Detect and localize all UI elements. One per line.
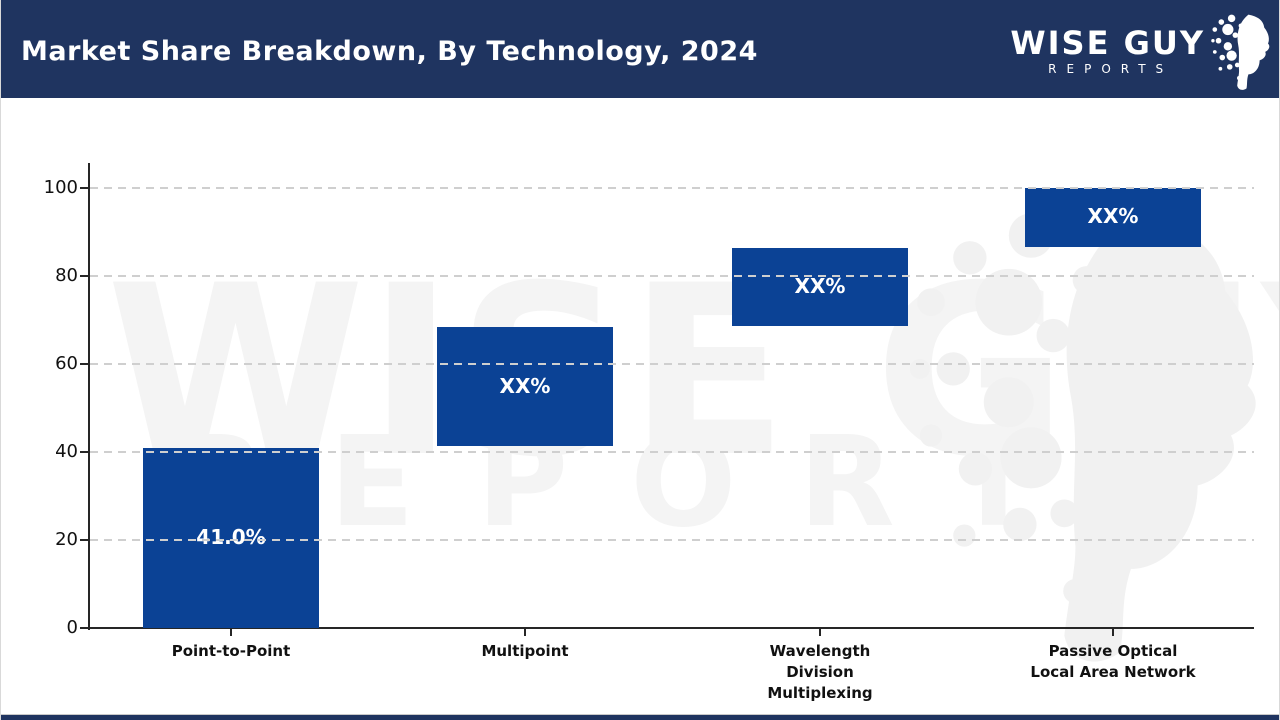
logo-wordmark: WISE GUY (1010, 24, 1205, 62)
y-tick-mark (80, 539, 88, 541)
y-tick-mark (80, 627, 88, 629)
y-tick-label: 100 (43, 177, 78, 198)
y-tick-label: 20 (55, 529, 78, 550)
footer-divider (1, 714, 1279, 715)
gridline-60 (90, 363, 1254, 365)
x-tick-label-passive-optical-local-area-network: Passive Optical Local Area Network (963, 641, 1263, 683)
bar-wavelength-division-multiplexing: XX% (732, 247, 908, 327)
y-tick-mark (80, 363, 88, 365)
wiseguy-logo: WISE GUY REPORTS (1010, 4, 1273, 94)
y-axis (88, 163, 90, 630)
x-tick-mark (230, 629, 232, 636)
y-tick-mark (80, 451, 88, 453)
x-tick-label-wavelength-division-multiplexing: Wavelength Division Multiplexing (670, 641, 970, 704)
x-tick-label-line: Multipoint (481, 642, 569, 660)
x-tick-label-line: Division (786, 663, 854, 681)
x-tick-label-multipoint: Multipoint (375, 641, 675, 662)
x-tick-label-line: Passive Optical (1048, 642, 1178, 660)
x-tick-label-line: Wavelength (769, 642, 871, 660)
header-bar: Market Share Breakdown, By Technology, 2… (1, 0, 1279, 98)
y-tick-mark (80, 275, 88, 277)
y-tick-label: 60 (55, 353, 78, 374)
bar-multipoint: XX% (437, 327, 613, 447)
gridline-40 (90, 451, 1254, 453)
bar-value-label: XX% (499, 373, 551, 398)
x-tick-mark (819, 629, 821, 636)
y-tick-label: 40 (55, 441, 78, 462)
y-tick-label: 80 (55, 265, 78, 286)
x-tick-mark (524, 629, 526, 636)
watermark-head-icon (909, 213, 1256, 662)
bar-value-label: XX% (1087, 204, 1139, 229)
bar-value-label: 41.0% (196, 524, 266, 549)
gridline-80 (90, 275, 1254, 277)
bar-passive-optical-local-area-network: XX% (1025, 188, 1201, 247)
x-tick-mark (1112, 629, 1114, 636)
x-tick-label-line: Multiplexing (767, 684, 873, 702)
y-tick-mark (80, 187, 88, 189)
gridline-100 (90, 187, 1254, 189)
footer-bar (1, 715, 1279, 720)
logo-head-icon (1211, 14, 1270, 90)
gridline-20 (90, 539, 1254, 541)
x-tick-label-line: Point-to-Point (171, 642, 291, 660)
x-tick-label-point-to-point: Point-to-Point (81, 641, 381, 662)
y-tick-label: 0 (66, 617, 78, 638)
x-tick-label-line: Local Area Network (1030, 663, 1196, 681)
x-axis (88, 627, 1254, 629)
page-title: Market Share Breakdown, By Technology, 2… (21, 36, 758, 67)
logo-subtext: REPORTS (1048, 62, 1174, 76)
bar-point-to-point: 41.0% (143, 447, 319, 628)
bar-value-label: XX% (794, 273, 846, 298)
logo-text: WISE GUY REPORTS (1010, 26, 1205, 76)
